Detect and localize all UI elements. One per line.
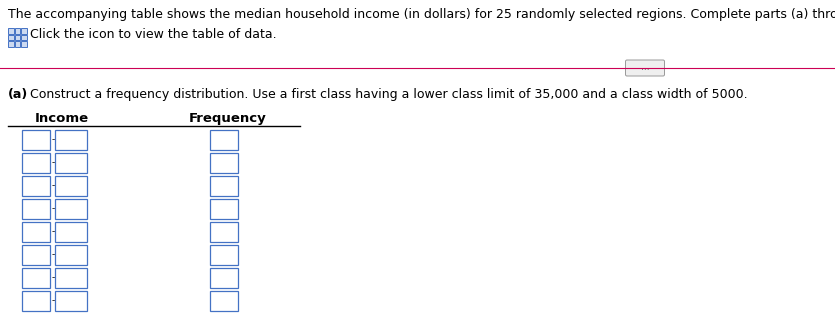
FancyBboxPatch shape: [210, 222, 238, 242]
FancyBboxPatch shape: [210, 176, 238, 196]
Text: -: -: [52, 274, 55, 282]
FancyBboxPatch shape: [21, 41, 27, 47]
FancyBboxPatch shape: [8, 35, 13, 40]
FancyBboxPatch shape: [55, 199, 87, 219]
Text: -: -: [52, 250, 55, 259]
FancyBboxPatch shape: [14, 28, 20, 34]
Text: Income: Income: [35, 112, 89, 125]
FancyBboxPatch shape: [55, 291, 87, 311]
FancyBboxPatch shape: [210, 153, 238, 173]
Text: ...: ...: [640, 63, 650, 73]
FancyBboxPatch shape: [55, 130, 87, 150]
FancyBboxPatch shape: [625, 60, 665, 76]
Text: The accompanying table shows the median household income (in dollars) for 25 ran: The accompanying table shows the median …: [8, 8, 835, 21]
FancyBboxPatch shape: [22, 130, 50, 150]
FancyBboxPatch shape: [22, 268, 50, 288]
FancyBboxPatch shape: [22, 153, 50, 173]
Text: -: -: [52, 136, 55, 145]
Text: Construct a frequency distribution. Use a first class having a lower class limit: Construct a frequency distribution. Use …: [26, 88, 747, 101]
FancyBboxPatch shape: [22, 176, 50, 196]
Text: (a): (a): [8, 88, 28, 101]
FancyBboxPatch shape: [8, 41, 13, 47]
FancyBboxPatch shape: [210, 291, 238, 311]
FancyBboxPatch shape: [22, 199, 50, 219]
Text: -: -: [52, 227, 55, 237]
FancyBboxPatch shape: [55, 245, 87, 265]
FancyBboxPatch shape: [8, 28, 13, 34]
FancyBboxPatch shape: [22, 222, 50, 242]
FancyBboxPatch shape: [21, 35, 27, 40]
Text: -: -: [52, 182, 55, 190]
FancyBboxPatch shape: [22, 291, 50, 311]
FancyBboxPatch shape: [55, 268, 87, 288]
FancyBboxPatch shape: [210, 199, 238, 219]
FancyBboxPatch shape: [210, 130, 238, 150]
Text: Click the icon to view the table of data.: Click the icon to view the table of data…: [31, 28, 277, 41]
FancyBboxPatch shape: [210, 268, 238, 288]
FancyBboxPatch shape: [55, 176, 87, 196]
Text: -: -: [52, 158, 55, 168]
FancyBboxPatch shape: [14, 41, 20, 47]
Text: -: -: [52, 205, 55, 214]
Text: -: -: [52, 296, 55, 306]
FancyBboxPatch shape: [55, 222, 87, 242]
FancyBboxPatch shape: [14, 35, 20, 40]
Text: Frequency: Frequency: [189, 112, 267, 125]
FancyBboxPatch shape: [21, 28, 27, 34]
FancyBboxPatch shape: [55, 153, 87, 173]
FancyBboxPatch shape: [210, 245, 238, 265]
FancyBboxPatch shape: [22, 245, 50, 265]
